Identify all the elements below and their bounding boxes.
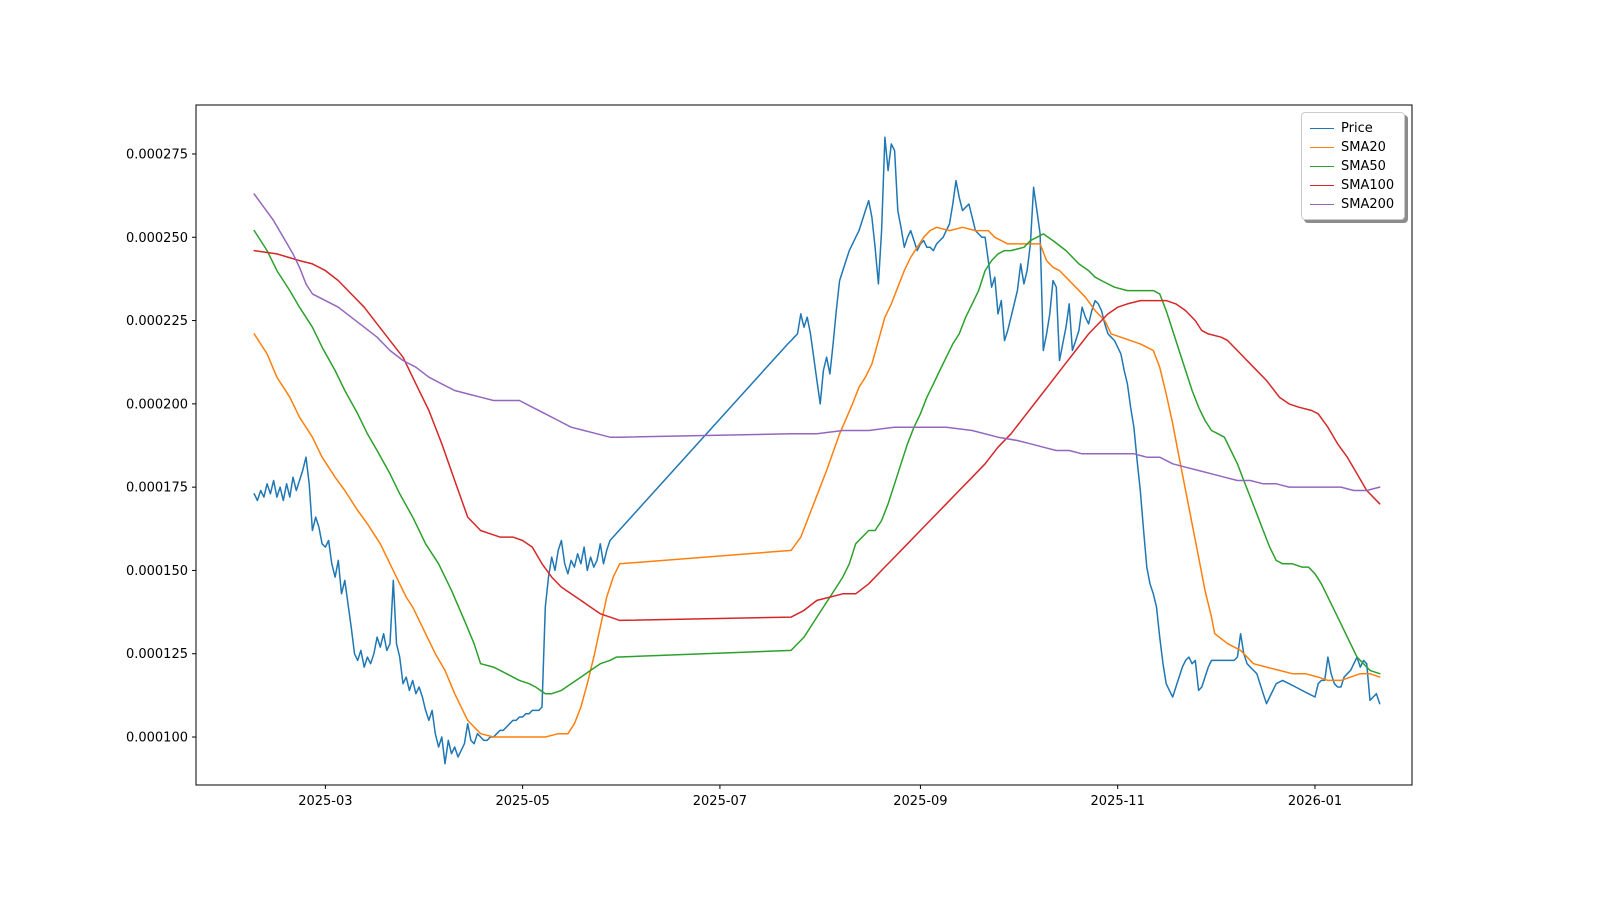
legend: Price SMA20 SMA50 SMA100 SMA200 — [1301, 112, 1405, 220]
legend-item-sma20: SMA20 — [1310, 138, 1396, 157]
series-line-sma20 — [253, 226, 1381, 738]
series-line-price — [253, 136, 1381, 765]
legend-line-sample — [1310, 185, 1334, 186]
series-line-sma100 — [253, 249, 1381, 622]
x-tick-label: 2025-03 — [298, 794, 352, 809]
y-tick-label: 0.000125 — [126, 647, 188, 662]
legend-label: SMA200 — [1341, 197, 1395, 212]
x-tick-label: 2025-11 — [1091, 794, 1145, 809]
series-line-sma50 — [253, 229, 1381, 695]
y-tick-label: 0.000250 — [126, 231, 188, 246]
legend-line-sample — [1310, 128, 1334, 129]
legend-label: SMA50 — [1341, 159, 1386, 174]
legend-item-sma50: SMA50 — [1310, 157, 1396, 176]
legend-line-sample — [1310, 166, 1334, 167]
y-tick-label: 0.000175 — [126, 481, 188, 496]
legend-label: SMA100 — [1341, 178, 1395, 193]
x-tick-label: 2025-09 — [893, 794, 947, 809]
legend-item-sma100: SMA100 — [1310, 176, 1396, 195]
plot-area — [195, 104, 1413, 786]
legend-item-price: Price — [1310, 119, 1396, 138]
legend-label: SMA20 — [1341, 140, 1386, 155]
legend-line-sample — [1310, 204, 1334, 205]
y-tick-label: 0.000275 — [126, 147, 188, 162]
legend-label: Price — [1341, 121, 1373, 136]
y-tick-label: 0.000150 — [126, 564, 188, 579]
x-tick-label: 2026-01 — [1288, 794, 1342, 809]
legend-line-sample — [1310, 147, 1334, 148]
y-tick-label: 0.000200 — [126, 397, 188, 412]
y-tick-label: 0.000100 — [126, 731, 188, 746]
series-line-sma200 — [253, 193, 1381, 492]
x-tick-label: 2025-05 — [495, 794, 549, 809]
legend-item-sma200: SMA200 — [1310, 195, 1396, 214]
x-tick-label: 2025-07 — [693, 794, 747, 809]
y-tick-label: 0.000225 — [126, 314, 188, 329]
